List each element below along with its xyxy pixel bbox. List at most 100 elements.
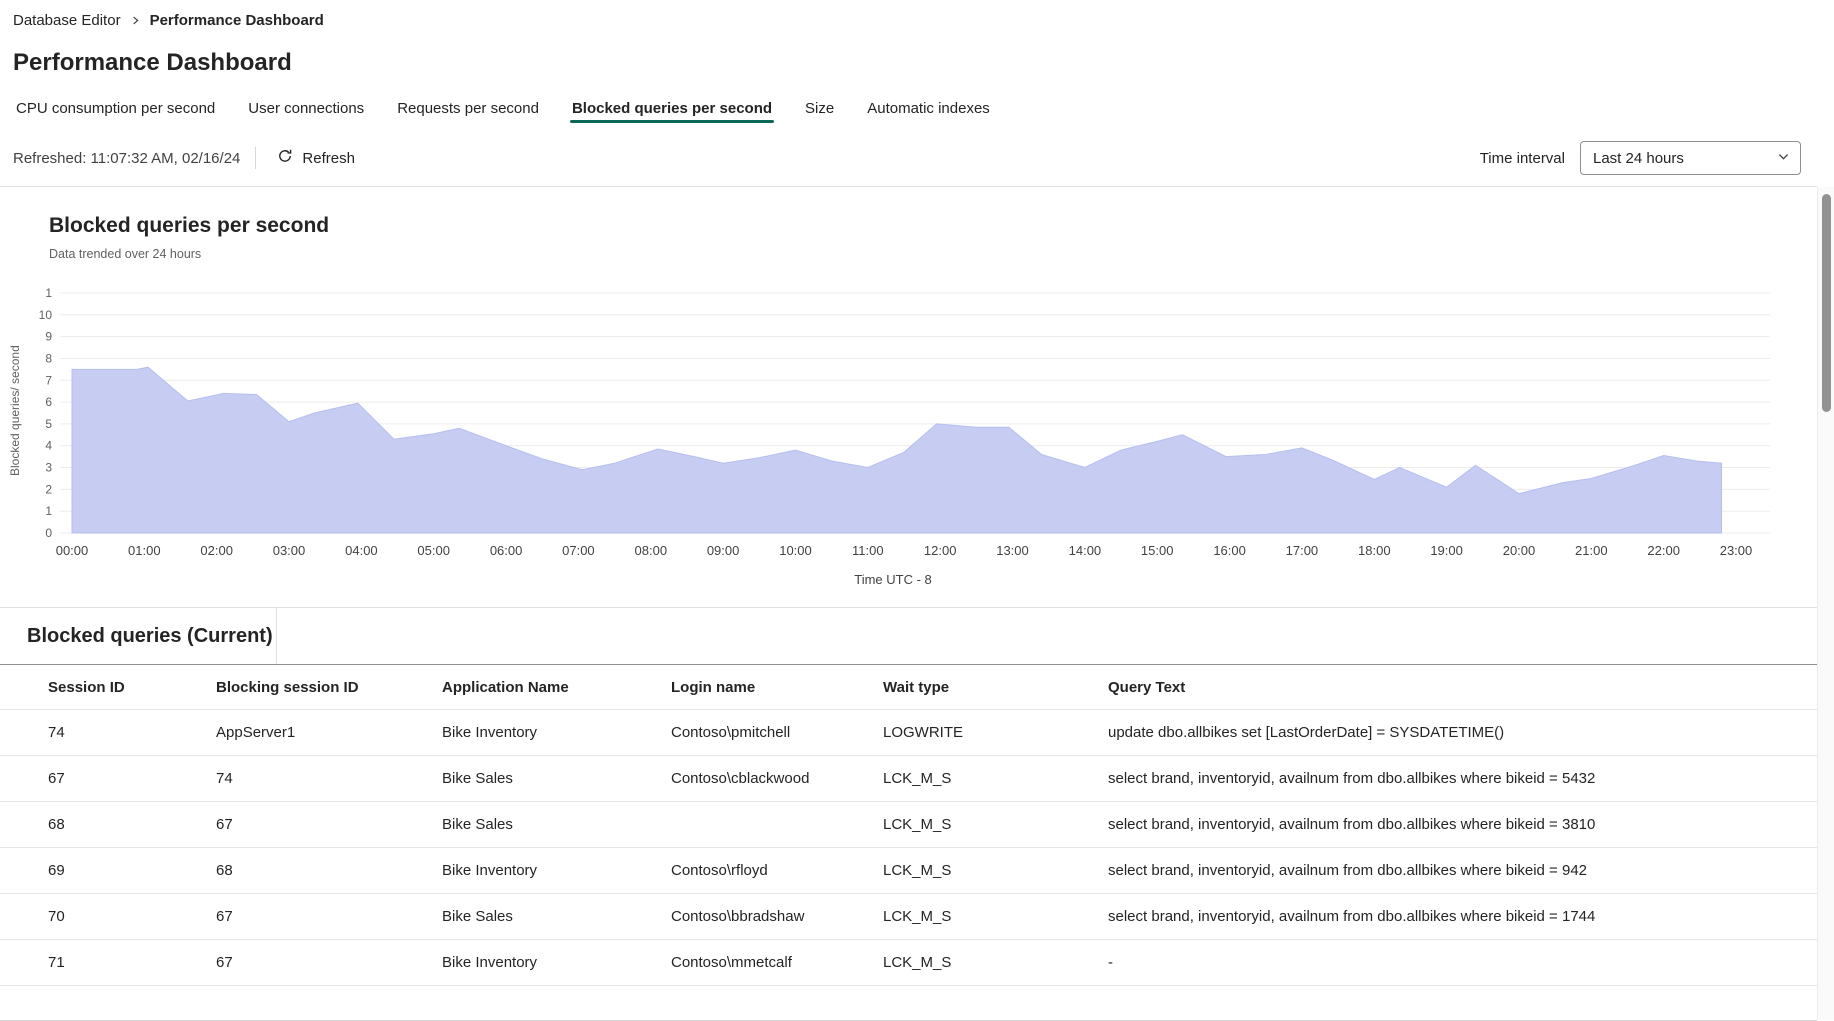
chart-subtitle: Data trended over 24 hours bbox=[49, 247, 202, 261]
table-row: 67 74 Bike Sales Contoso\cblackwood LCK_… bbox=[0, 755, 1817, 802]
vertical-scrollbar[interactable] bbox=[1817, 187, 1834, 1020]
table-cell: LCK_M_S bbox=[883, 801, 1108, 848]
section-divider bbox=[0, 607, 1817, 608]
x-axis-label: Time UTC - 8 bbox=[854, 572, 932, 587]
chart-wrap: Blocked queries/ second 1 10 9 8 7 6 5 4 3 2 1 0 00:… bbox=[8, 281, 1817, 570]
table-row: 69 68 Bike Inventory Contoso\rfloyd LCK_… bbox=[0, 847, 1817, 894]
svg-text:5: 5 bbox=[45, 417, 52, 431]
table-cell: LCK_M_S bbox=[883, 755, 1108, 802]
blocked-queries-table: Session ID Blocking session ID Applicati… bbox=[0, 664, 1817, 986]
table-cell: Contoso\mmetcalf bbox=[671, 939, 883, 986]
svg-text:04:00: 04:00 bbox=[345, 543, 378, 558]
toolbar-divider bbox=[255, 147, 257, 169]
table-cell: 67 bbox=[216, 893, 442, 940]
breadcrumb-database-editor[interactable]: Database Editor bbox=[13, 12, 121, 29]
chevron-right-icon bbox=[130, 15, 141, 26]
table-cell: 71 bbox=[0, 939, 216, 986]
svg-text:3: 3 bbox=[45, 461, 52, 475]
refresh-button[interactable]: Refresh bbox=[271, 144, 361, 172]
table-row: 70 67 Bike Sales Contoso\bbradshaw LCK_M… bbox=[0, 893, 1817, 940]
refresh-label: Refresh bbox=[302, 149, 355, 167]
table-cell: Contoso\bbradshaw bbox=[671, 893, 883, 940]
y-axis-label: Blocked queries/ second bbox=[8, 345, 22, 476]
table-cell: 67 bbox=[216, 939, 442, 986]
top-chrome: Database Editor Performance Dashboard Pe… bbox=[0, 0, 1834, 130]
tab-requests-per-second[interactable]: Requests per second bbox=[397, 100, 539, 117]
tab-bar: CPU consumption per second User connecti… bbox=[13, 94, 1834, 130]
breadcrumb-performance-dashboard[interactable]: Performance Dashboard bbox=[149, 12, 324, 29]
table-cell: Bike Sales bbox=[442, 755, 671, 802]
table-header-row: Session ID Blocking session ID Applicati… bbox=[0, 664, 1817, 710]
table-row: 68 67 Bike Sales LCK_M_S select brand, i… bbox=[0, 801, 1817, 848]
table-cell: Contoso\rfloyd bbox=[671, 847, 883, 894]
tab-size[interactable]: Size bbox=[805, 100, 835, 117]
svg-text:22:00: 22:00 bbox=[1647, 543, 1680, 558]
time-interval-value: Last 24 hours bbox=[1593, 149, 1684, 167]
svg-text:06:00: 06:00 bbox=[490, 543, 523, 558]
time-interval-dropdown[interactable]: Last 24 hours bbox=[1580, 141, 1801, 175]
table-cell: Contoso\pmitchell bbox=[671, 709, 883, 756]
header-query-text: Query Text bbox=[1108, 664, 1817, 710]
table-cell: LCK_M_S bbox=[883, 847, 1108, 894]
svg-text:18:00: 18:00 bbox=[1358, 543, 1391, 558]
svg-text:2: 2 bbox=[45, 482, 52, 496]
header-wait-type: Wait type bbox=[883, 664, 1108, 710]
svg-text:10: 10 bbox=[39, 308, 53, 322]
table-cell: 70 bbox=[0, 893, 216, 940]
svg-text:0: 0 bbox=[45, 526, 52, 540]
toolbar-right: Time interval Last 24 hours bbox=[1480, 141, 1801, 175]
svg-text:20:00: 20:00 bbox=[1503, 543, 1536, 558]
tab-blocked-queries-current[interactable]: Blocked queries (Current) bbox=[0, 608, 277, 664]
table-cell: LCK_M_S bbox=[883, 939, 1108, 986]
tab-cpu-consumption-per-second[interactable]: CPU consumption per second bbox=[16, 100, 216, 117]
table-cell: select brand, inventoryid, availnum from… bbox=[1108, 847, 1817, 894]
header-login-name: Login name bbox=[671, 664, 883, 710]
vertical-scrollbar-thumb[interactable] bbox=[1822, 194, 1831, 412]
header-blocking-session-id: Blocking session ID bbox=[216, 664, 442, 710]
table-cell: 74 bbox=[216, 755, 442, 802]
svg-text:9: 9 bbox=[45, 330, 52, 344]
svg-text:10:00: 10:00 bbox=[779, 543, 812, 558]
svg-text:21:00: 21:00 bbox=[1575, 543, 1608, 558]
svg-text:1: 1 bbox=[45, 286, 52, 300]
svg-text:8: 8 bbox=[45, 352, 52, 366]
svg-text:4: 4 bbox=[45, 439, 52, 453]
chevron-down-icon bbox=[1777, 150, 1790, 167]
table-cell: AppServer1 bbox=[216, 709, 442, 756]
header-session-id: Session ID bbox=[0, 664, 216, 710]
table-cell: 68 bbox=[216, 847, 442, 894]
svg-text:15:00: 15:00 bbox=[1141, 543, 1174, 558]
refreshed-timestamp: Refreshed: 11:07:32 AM, 02/16/24 bbox=[13, 149, 241, 167]
table-cell: Bike Sales bbox=[442, 801, 671, 848]
toolbar-left: Refreshed: 11:07:32 AM, 02/16/24 Refresh bbox=[13, 144, 361, 172]
table-cell: 69 bbox=[0, 847, 216, 894]
table-cell: Bike Inventory bbox=[442, 939, 671, 986]
tab-user-connections[interactable]: User connections bbox=[248, 100, 365, 117]
svg-text:08:00: 08:00 bbox=[635, 543, 668, 558]
svg-text:14:00: 14:00 bbox=[1069, 543, 1102, 558]
svg-text:16:00: 16:00 bbox=[1213, 543, 1246, 558]
chart-title: Blocked queries per second bbox=[49, 214, 330, 237]
svg-text:02:00: 02:00 bbox=[200, 543, 233, 558]
svg-text:03:00: 03:00 bbox=[273, 543, 306, 558]
table-cell: 74 bbox=[0, 709, 216, 756]
svg-text:00:00: 00:00 bbox=[56, 543, 89, 558]
table-cell bbox=[671, 801, 883, 848]
svg-text:17:00: 17:00 bbox=[1286, 543, 1319, 558]
tab-blocked-queries-per-second[interactable]: Blocked queries per second bbox=[569, 94, 775, 130]
svg-text:23:00: 23:00 bbox=[1720, 543, 1753, 558]
time-interval-label: Time interval bbox=[1479, 149, 1565, 167]
table-cell: LCK_M_S bbox=[883, 893, 1108, 940]
table-cell: Bike Inventory bbox=[442, 847, 671, 894]
main-content: Blocked queries per second Data trended … bbox=[0, 187, 1834, 1021]
table-row: 71 67 Bike Inventory Contoso\mmetcalf LC… bbox=[0, 939, 1817, 986]
svg-text:19:00: 19:00 bbox=[1430, 543, 1463, 558]
svg-text:09:00: 09:00 bbox=[707, 543, 740, 558]
tab-automatic-indexes[interactable]: Automatic indexes bbox=[867, 100, 990, 117]
header-application-name: Application Name bbox=[442, 664, 671, 710]
table-section-title: Blocked queries (Current) bbox=[27, 624, 273, 647]
page-title: Performance Dashboard bbox=[13, 49, 292, 76]
table-cell: Contoso\cblackwood bbox=[671, 755, 883, 802]
table-cell: select brand, inventoryid, availnum from… bbox=[1108, 801, 1817, 848]
